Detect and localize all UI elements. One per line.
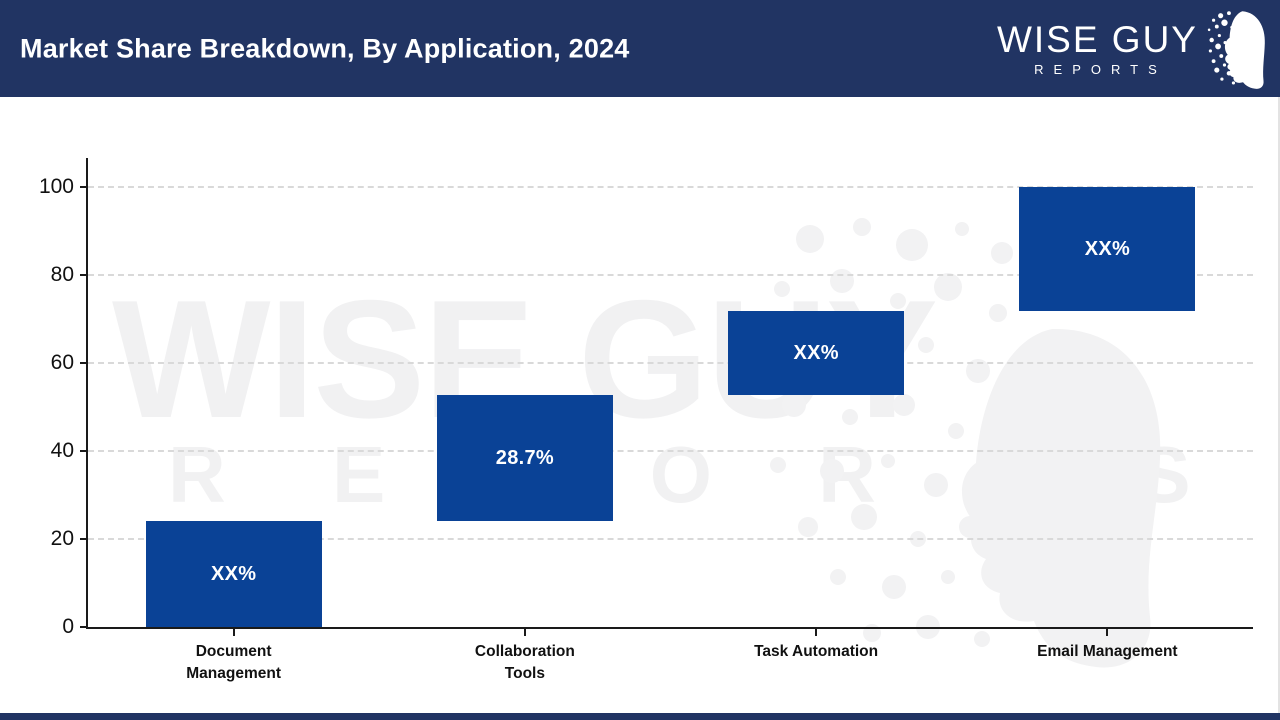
y-tick-label-40: 40	[50, 439, 74, 462]
chart-area: WISE GUY R E P O R T S 0 20 40 60 8	[0, 97, 1280, 713]
y-tickmark-80	[80, 274, 88, 276]
x-category-label-1: Collaboration Tools	[474, 643, 575, 682]
x-axis-line	[86, 627, 1253, 629]
bar-collaboration-tools: 28.7%	[436, 395, 613, 522]
gridline-y-20	[88, 538, 1253, 540]
brand-logo-text: WISE GUY REPORTS	[997, 21, 1198, 77]
x-tickmark-2	[815, 629, 818, 636]
gridline-y-80	[88, 274, 1253, 276]
footer-bar	[0, 713, 1280, 720]
brand-logo: WISE GUY REPORTS	[997, 6, 1268, 92]
y-tick-label-0: 0	[62, 615, 74, 638]
page-title: Market Share Breakdown, By Application, …	[20, 33, 630, 63]
bar-email-management: XX%	[1019, 187, 1196, 312]
y-tickmark-20	[80, 538, 88, 540]
y-tick-label-20: 20	[50, 527, 74, 550]
brand-name: WISE GUY	[996, 19, 1198, 60]
y-tickmark-100	[80, 186, 88, 188]
bar-document-management: XX%	[145, 521, 322, 627]
bar-task-automation: XX%	[728, 311, 905, 396]
x-tickmark-1	[523, 629, 526, 636]
bar-value-label: XX%	[210, 562, 257, 585]
x-tickmark-0	[232, 629, 235, 636]
bar-value-label: 28.7%	[495, 446, 554, 469]
header: Market Share Breakdown, By Application, …	[0, 0, 1280, 97]
y-tickmark-40	[80, 450, 88, 452]
x-tickmark-3	[1106, 629, 1109, 636]
y-tick-label-60: 60	[50, 351, 74, 374]
x-category-label-3: Email Management	[1037, 643, 1178, 660]
watermark-text-reports: R E P O R T S	[168, 430, 1233, 519]
y-tickmark-60	[80, 362, 88, 364]
y-tick-label-100: 100	[38, 175, 74, 198]
gridline-y-60	[88, 362, 1253, 364]
bar-value-label: XX%	[1084, 237, 1131, 260]
brand-face-icon	[1207, 11, 1265, 89]
y-axis-line	[86, 158, 88, 629]
bar-value-label: XX%	[793, 341, 839, 364]
gridline-y-100	[88, 186, 1253, 188]
y-tick-label-80: 80	[50, 263, 74, 286]
x-category-label-0: Document Management	[186, 643, 281, 682]
x-category-label-2: Task Automation	[754, 643, 879, 660]
brand-subtitle: REPORTS	[1034, 62, 1167, 77]
y-tickmark-0	[80, 626, 88, 628]
gridline-y-40	[88, 450, 1253, 452]
